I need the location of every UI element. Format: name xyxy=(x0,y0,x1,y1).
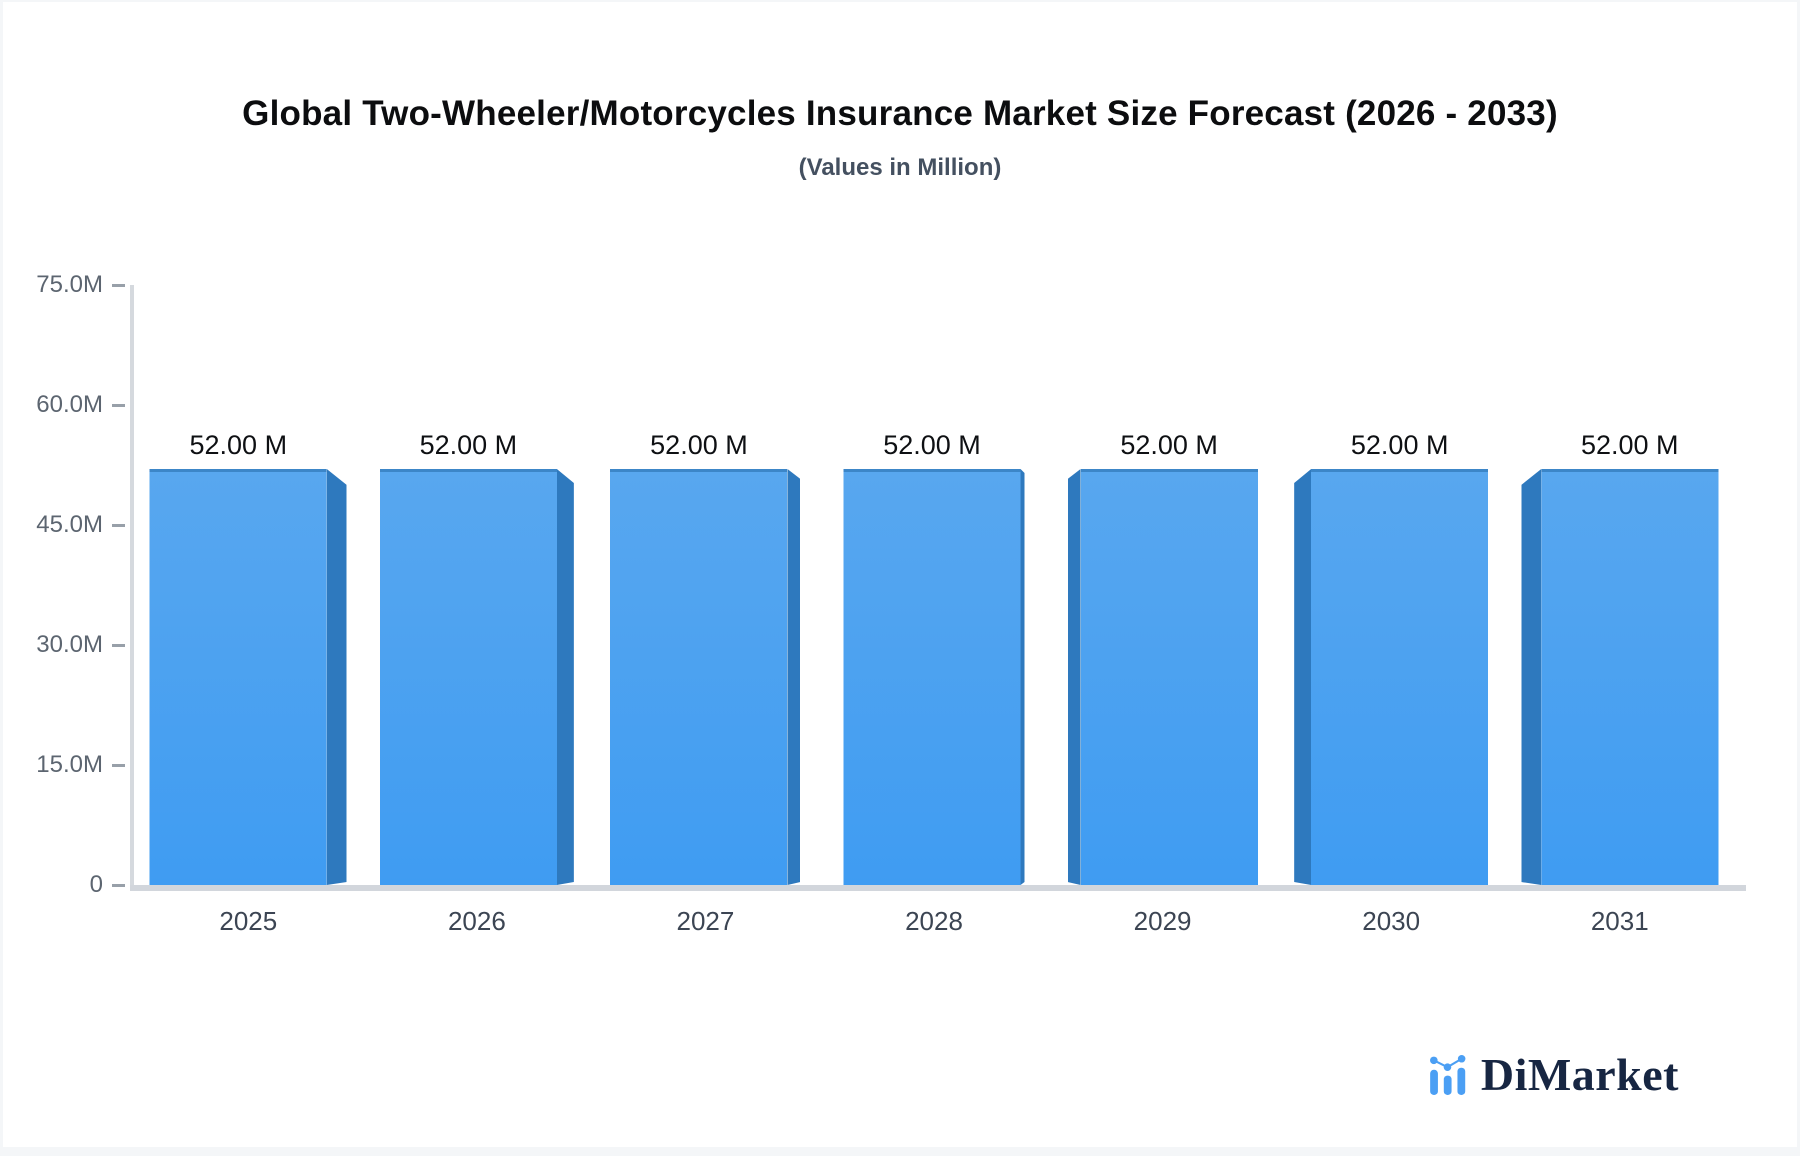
y-tick-mark xyxy=(112,643,125,647)
bar-2030[interactable]: 52.00 M xyxy=(1311,430,1489,885)
bar-chart-logo-icon xyxy=(1429,1054,1466,1095)
y-tick: 15.0M xyxy=(3,751,125,779)
bar-3d-side xyxy=(1294,469,1311,885)
chart-subtitle: (Values in Million) xyxy=(798,154,1002,181)
y-tick-label: 45.0M xyxy=(36,511,103,538)
x-axis-label: 2030 xyxy=(1362,906,1421,936)
bar-band: 52.00 M 2031 xyxy=(1505,285,1734,936)
bar-band: 52.00 M 2027 xyxy=(591,285,820,936)
bar-group: 52.00 M xyxy=(1294,430,1489,885)
bar-2028[interactable]: 52.00 M xyxy=(843,430,1021,885)
logo-text: DiMarket xyxy=(1480,1048,1679,1100)
y-tick-mark xyxy=(112,883,125,887)
bar-value-label: 52.00 M xyxy=(883,430,981,460)
bar-3d-side xyxy=(1068,469,1081,885)
y-tick-label: 15.0M xyxy=(36,751,103,778)
x-axis-label: 2029 xyxy=(1133,906,1192,936)
y-tick: 75.0M xyxy=(3,271,125,299)
y-tick-mark xyxy=(112,403,125,407)
y-tick-mark xyxy=(112,763,125,767)
y-tick: 30.0M xyxy=(3,631,125,659)
chart-title: Global Two-Wheeler/Motorcycles Insurance… xyxy=(242,94,1558,133)
y-tick-label: 0 xyxy=(89,871,103,898)
bar-group: 52.00 M xyxy=(1068,430,1258,885)
bar-2031[interactable]: 52.00 M xyxy=(1541,430,1719,885)
bar-value-label: 52.00 M xyxy=(419,430,518,460)
plot-area: 52.00 M 2025 52.00 M 2026 52.00 M 2027 52.00 M… xyxy=(36,271,1746,936)
bar-3d-side xyxy=(327,469,347,885)
y-axis-line xyxy=(130,285,134,891)
bar-band: 52.00 M 2025 xyxy=(134,285,363,936)
bar-3d-side xyxy=(557,469,574,885)
y-tick-mark xyxy=(112,523,125,527)
bar-chart: 52.00 M 2025 52.00 M 2026 52.00 M 2027 52.00 M… xyxy=(3,2,1797,1147)
y-tick: 0 xyxy=(3,871,125,899)
bars-container: 52.00 M 2025 52.00 M 2026 52.00 M 2027 52.00 M… xyxy=(134,285,1734,936)
y-tick-label: 75.0M xyxy=(36,271,103,298)
bar-3d-side xyxy=(1021,469,1025,885)
bar-group: 52.00 M xyxy=(843,430,1025,885)
bar-band: 52.00 M 2029 xyxy=(1048,285,1277,936)
bar-2026[interactable]: 52.00 M xyxy=(379,430,557,885)
x-axis-label: 2025 xyxy=(219,906,278,936)
bar-2027[interactable]: 52.00 M xyxy=(610,430,788,885)
y-tick-label: 30.0M xyxy=(36,631,103,658)
chart-header: Global Two-Wheeler/Motorcycles Insurance… xyxy=(3,2,1797,182)
y-tick: 45.0M xyxy=(3,511,125,539)
bar-group: 52.00 M xyxy=(379,430,574,885)
x-axis-label: 2028 xyxy=(905,906,963,936)
bar-value-label: 52.00 M xyxy=(650,430,748,460)
dimarket-logo: DiMarket xyxy=(1428,1048,1679,1100)
x-axis-label: 2031 xyxy=(1590,906,1649,936)
y-tick-label: 60.0M xyxy=(36,391,103,418)
bar-group: 52.00 M xyxy=(610,430,800,885)
y-tick-mark xyxy=(112,283,125,287)
bar-value-label: 52.00 M xyxy=(1580,430,1679,460)
chart-card: Global Two-Wheeler/Motorcycles Insurance… xyxy=(3,2,1797,1147)
x-axis-line xyxy=(130,885,1746,891)
bar-band: 52.00 M 2028 xyxy=(820,285,1049,936)
x-axis-label: 2026 xyxy=(447,906,506,936)
bar-band: 52.00 M 2030 xyxy=(1277,285,1506,936)
bar-band: 52.00 M 2026 xyxy=(363,285,592,936)
bar-3d-side xyxy=(1521,469,1541,885)
y-tick: 60.0M xyxy=(3,391,125,419)
bar-value-label: 52.00 M xyxy=(1120,430,1218,460)
bar-3d-side xyxy=(787,469,800,885)
bar-group: 52.00 M xyxy=(149,430,347,885)
bar-group: 52.00 M xyxy=(1521,430,1719,885)
bar-value-label: 52.00 M xyxy=(189,430,288,460)
bar-2025[interactable]: 52.00 M xyxy=(149,430,327,885)
bar-value-label: 52.00 M xyxy=(1350,430,1449,460)
x-axis-label: 2027 xyxy=(676,906,735,936)
bar-2029[interactable]: 52.00 M xyxy=(1080,430,1258,885)
